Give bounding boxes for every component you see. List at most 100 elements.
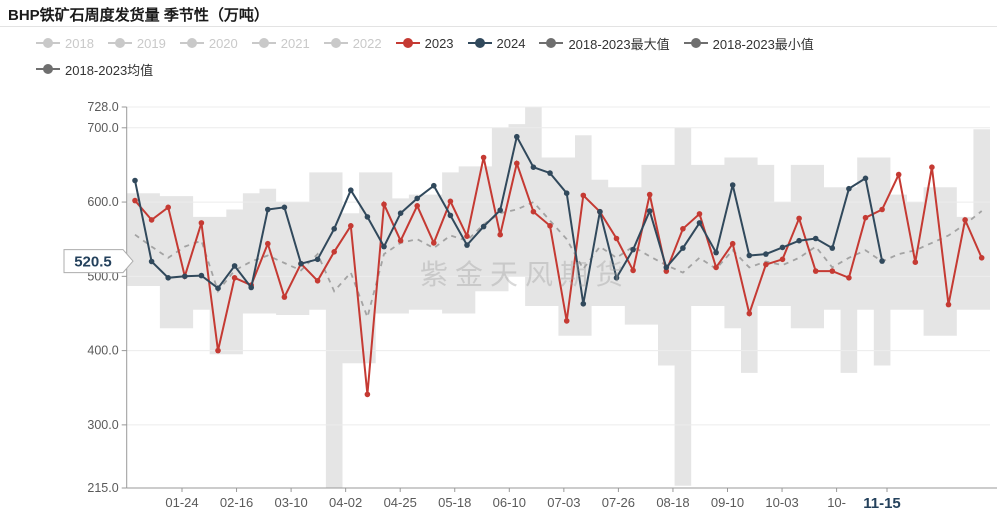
data-point-2023[interactable] xyxy=(198,220,205,226)
legend-item-2023[interactable]: 2023 xyxy=(395,36,454,51)
legend-item-2018-2023最小值[interactable]: 2018-2023最小值 xyxy=(683,34,814,53)
data-point-2024[interactable] xyxy=(364,214,371,220)
data-point-2024[interactable] xyxy=(613,275,620,281)
data-point-2024[interactable] xyxy=(746,252,753,259)
data-point-2023[interactable] xyxy=(879,206,885,213)
data-point-2024[interactable] xyxy=(281,204,288,211)
data-point-2024[interactable] xyxy=(829,245,836,251)
data-point-2023[interactable] xyxy=(331,249,338,255)
data-point-2024[interactable] xyxy=(198,272,205,279)
data-point-2023[interactable] xyxy=(148,217,155,223)
series-2023-line[interactable] xyxy=(134,157,983,395)
data-point-2023[interactable] xyxy=(563,318,570,324)
data-point-2023[interactable] xyxy=(215,347,221,354)
legend-item-2021[interactable]: 2021 xyxy=(251,36,310,51)
data-point-2024[interactable] xyxy=(879,258,885,264)
data-point-2024[interactable] xyxy=(165,275,171,281)
data-point-2024[interactable] xyxy=(514,133,520,140)
data-point-2024[interactable] xyxy=(646,208,653,214)
data-point-2023[interactable] xyxy=(696,211,703,217)
data-point-2023[interactable] xyxy=(713,264,719,271)
data-point-2023[interactable] xyxy=(680,226,686,232)
data-point-2023[interactable] xyxy=(630,267,636,274)
data-point-2023[interactable] xyxy=(514,160,520,167)
data-point-2023[interactable] xyxy=(895,171,902,178)
data-point-2024[interactable] xyxy=(348,187,354,193)
data-point-2024[interactable] xyxy=(530,164,537,170)
data-point-2024[interactable] xyxy=(331,226,338,232)
data-point-2024[interactable] xyxy=(580,301,587,307)
data-point-2023[interactable] xyxy=(497,231,504,238)
data-point-2024[interactable] xyxy=(779,244,786,251)
data-point-2024[interactable] xyxy=(796,237,802,244)
data-point-2024[interactable] xyxy=(431,182,437,189)
data-point-2024[interactable] xyxy=(148,258,155,265)
data-point-2024[interactable] xyxy=(630,246,636,253)
data-point-2024[interactable] xyxy=(597,208,603,215)
data-point-2023[interactable] xyxy=(414,203,421,209)
data-point-2023[interactable] xyxy=(846,275,852,281)
data-point-2024[interactable] xyxy=(729,182,736,188)
data-point-2023[interactable] xyxy=(729,240,736,247)
data-point-2023[interactable] xyxy=(746,310,753,317)
data-point-2023[interactable] xyxy=(165,204,171,211)
data-point-2024[interactable] xyxy=(696,220,703,226)
data-point-2023[interactable] xyxy=(314,278,321,284)
data-point-2024[interactable] xyxy=(182,273,188,280)
data-point-2024[interactable] xyxy=(480,223,487,230)
data-point-2023[interactable] xyxy=(929,164,935,170)
data-point-2023[interactable] xyxy=(381,201,387,208)
data-point-2023[interactable] xyxy=(779,256,786,263)
data-point-2023[interactable] xyxy=(231,275,238,281)
data-point-2024[interactable] xyxy=(447,212,454,219)
data-point-2023[interactable] xyxy=(978,254,985,261)
mean-line[interactable] xyxy=(134,201,983,321)
legend-item-2018-2023均值[interactable]: 2018-2023均值 xyxy=(36,60,153,79)
legend-item-2020[interactable]: 2020 xyxy=(179,36,238,51)
legend-item-2024[interactable]: 2024 xyxy=(467,36,525,51)
data-point-2023[interactable] xyxy=(812,268,819,274)
data-point-2023[interactable] xyxy=(763,261,769,268)
data-point-2023[interactable] xyxy=(530,208,537,215)
data-point-2023[interactable] xyxy=(547,223,553,229)
data-point-2024[interactable] xyxy=(846,185,852,192)
data-point-2023[interactable] xyxy=(348,223,354,229)
data-point-2023[interactable] xyxy=(464,233,470,239)
data-point-2023[interactable] xyxy=(945,301,952,308)
data-point-2024[interactable] xyxy=(265,206,271,213)
data-point-2023[interactable] xyxy=(431,240,437,246)
data-point-2023[interactable] xyxy=(447,198,454,205)
data-point-2024[interactable] xyxy=(663,264,670,271)
data-point-2023[interactable] xyxy=(480,154,487,161)
data-point-2023[interactable] xyxy=(613,235,620,242)
data-point-2024[interactable] xyxy=(314,256,321,263)
data-point-2024[interactable] xyxy=(248,284,254,291)
data-point-2024[interactable] xyxy=(414,195,421,202)
data-point-2024[interactable] xyxy=(763,251,769,257)
data-point-2023[interactable] xyxy=(796,215,802,222)
data-point-2024[interactable] xyxy=(547,170,553,176)
legend-item-2022[interactable]: 2022 xyxy=(323,36,382,51)
data-point-2023[interactable] xyxy=(132,197,138,204)
data-point-2023[interactable] xyxy=(580,192,587,199)
data-point-2024[interactable] xyxy=(862,175,869,182)
data-point-2023[interactable] xyxy=(364,391,371,398)
data-point-2024[interactable] xyxy=(497,207,504,213)
data-point-2024[interactable] xyxy=(812,235,819,242)
legend-item-2018-2023最大值[interactable]: 2018-2023最大值 xyxy=(539,34,670,53)
data-point-2024[interactable] xyxy=(464,242,470,248)
data-point-2023[interactable] xyxy=(912,259,919,266)
legend-item-2018[interactable]: 2018 xyxy=(36,36,94,51)
data-point-2024[interactable] xyxy=(298,260,304,267)
series-2024-line[interactable] xyxy=(134,133,884,304)
data-point-2023[interactable] xyxy=(397,237,404,244)
data-point-2024[interactable] xyxy=(397,210,404,216)
minmax-band-area[interactable] xyxy=(126,107,990,488)
data-point-2024[interactable] xyxy=(713,249,719,256)
data-point-2023[interactable] xyxy=(281,294,288,300)
data-point-2023[interactable] xyxy=(962,217,968,223)
data-point-2024[interactable] xyxy=(132,177,138,184)
data-point-2024[interactable] xyxy=(231,263,238,269)
data-point-2023[interactable] xyxy=(829,268,836,274)
